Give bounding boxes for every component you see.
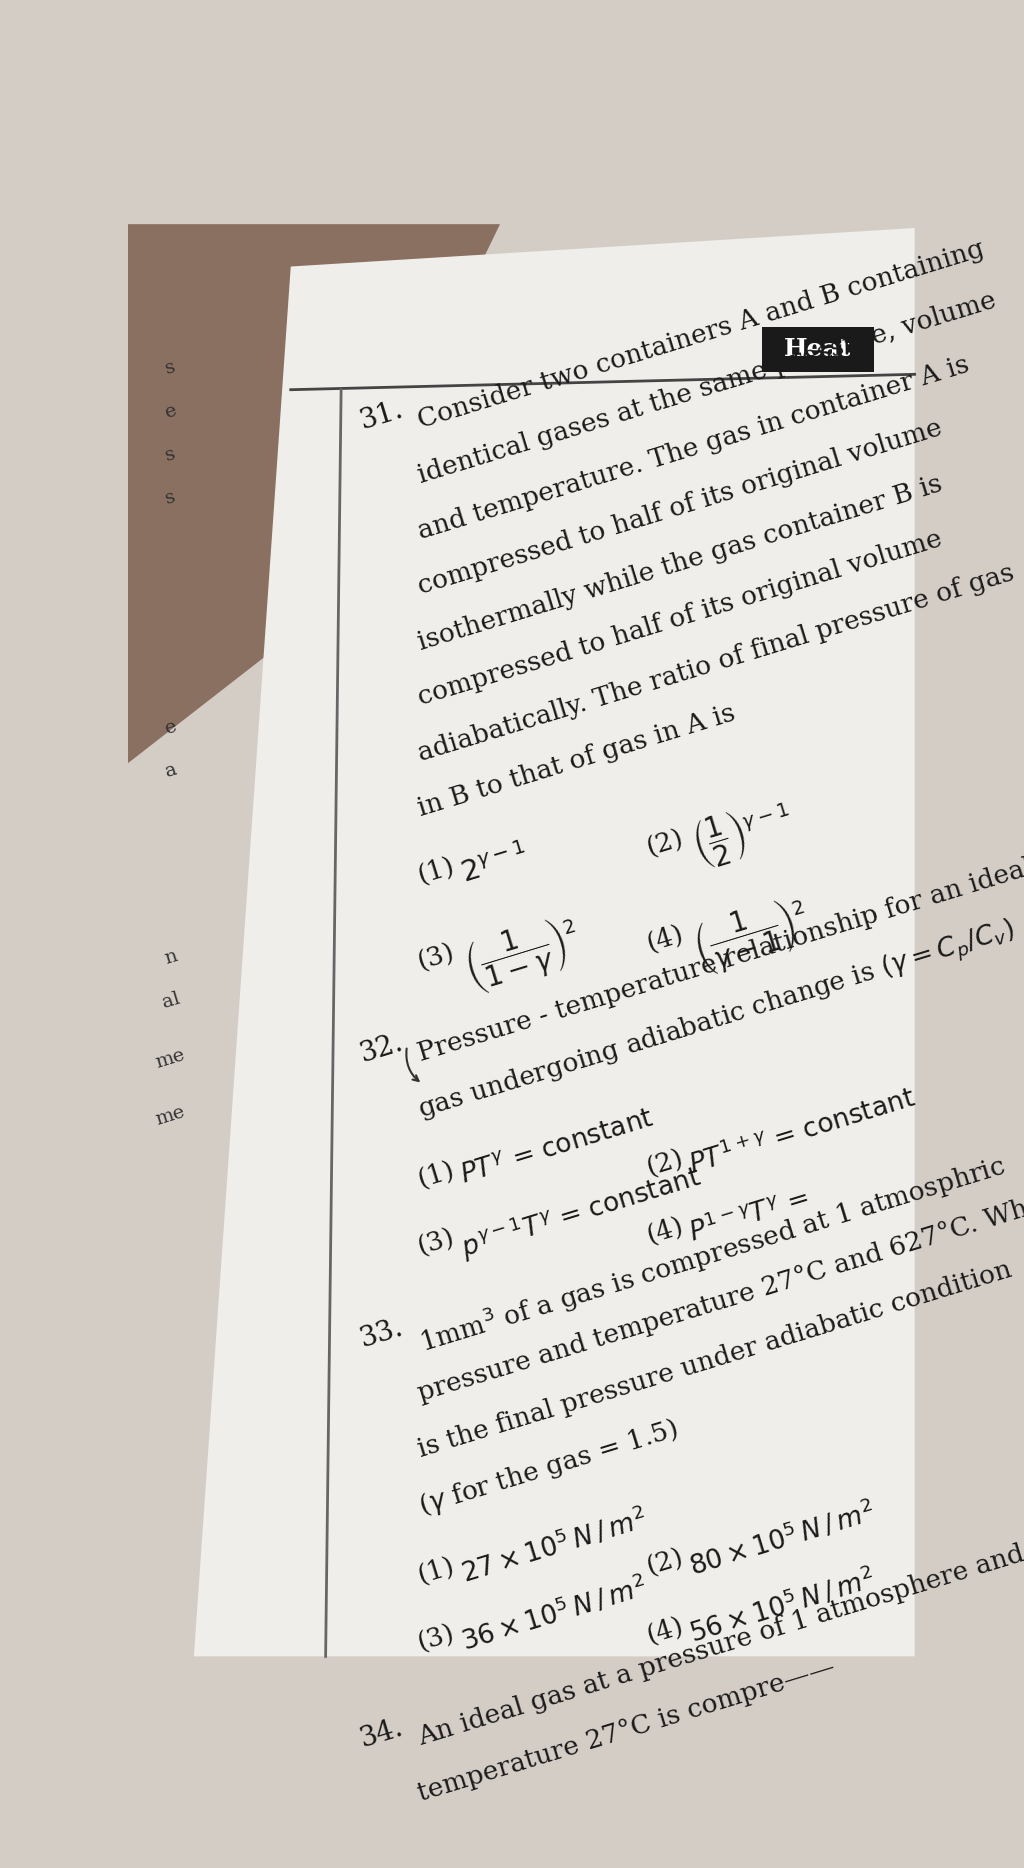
Text: and temperature. The gas in container A is: and temperature. The gas in container A …	[415, 351, 973, 544]
Text: compressed to half of its original volume: compressed to half of its original volum…	[415, 527, 945, 710]
Text: (1): (1)	[415, 1552, 458, 1588]
Text: $\left(\dfrac{1}{2}\right)^{\gamma-1}$: $\left(\dfrac{1}{2}\right)^{\gamma-1}$	[686, 792, 800, 874]
Text: a: a	[163, 760, 179, 781]
Text: s: s	[163, 445, 178, 465]
Text: s: s	[163, 359, 178, 377]
Text: ($\gamma$ for the gas = 1.5): ($\gamma$ for the gas = 1.5)	[415, 1414, 681, 1522]
Text: (2): (2)	[643, 1545, 687, 1580]
Text: (4): (4)	[643, 1614, 686, 1648]
Text: in B to that of gas in A is: in B to that of gas in A is	[415, 700, 738, 820]
Text: 33.: 33.	[356, 1313, 407, 1352]
Text: (1): (1)	[415, 1156, 458, 1192]
Text: $\left(\dfrac{1}{\gamma-1}\right)^{2}$: $\left(\dfrac{1}{\gamma-1}\right)^{2}$	[686, 889, 816, 983]
Text: $27 \times 10^5 \, N \, / \, m^2$: $27 \times 10^5 \, N \, / \, m^2$	[458, 1504, 650, 1590]
Text: compressed to half of its original volume: compressed to half of its original volum…	[415, 415, 945, 600]
Text: $2^{\gamma-1}$: $2^{\gamma-1}$	[458, 841, 532, 889]
Text: An ideal gas at a pressure of 1 atmosphere and: An ideal gas at a pressure of 1 atmosphe…	[415, 1541, 1024, 1750]
Text: $PT^{\gamma}$ = constant: $PT^{\gamma}$ = constant	[458, 1106, 656, 1190]
Text: (4): (4)	[643, 1214, 686, 1248]
Text: s: s	[163, 488, 178, 508]
Text: pressure and temperature 27°C and 627°C. What: pressure and temperature 27°C and 627°C.…	[415, 1188, 1024, 1407]
Text: 34.: 34.	[356, 1713, 407, 1752]
FancyBboxPatch shape	[762, 327, 873, 372]
Text: $56 \times 10^5 \, N \, / \, m^2$: $56 \times 10^5 \, N \, / \, m^2$	[686, 1564, 880, 1649]
Text: adiabatically. The ratio of final pressure of gas: adiabatically. The ratio of final pressu…	[415, 560, 1017, 766]
Text: isothermally while the gas container B is: isothermally while the gas container B i…	[415, 471, 945, 654]
Polygon shape	[128, 224, 500, 764]
Text: e: e	[163, 717, 179, 738]
Text: al: al	[160, 990, 182, 1012]
Text: $p^{\gamma-1}T^{\gamma}$ = constant: $p^{\gamma-1}T^{\gamma}$ = constant	[458, 1160, 706, 1265]
Text: (2): (2)	[643, 1145, 687, 1181]
Text: $PT^{1+\gamma}$ = constant: $PT^{1+\gamma}$ = constant	[686, 1083, 919, 1181]
Text: (4): (4)	[643, 921, 686, 956]
Text: gas undergoing adiabatic change is $(\gamma = C_p / C_v)$: gas undergoing adiabatic change is $(\ga…	[415, 915, 1020, 1128]
Text: 32.: 32.	[356, 1029, 407, 1068]
Text: (2): (2)	[643, 826, 687, 861]
Text: $\left(\dfrac{1}{1-\gamma}\right)^{2}$: $\left(\dfrac{1}{1-\gamma}\right)^{2}$	[458, 910, 588, 1001]
Text: me: me	[154, 1102, 187, 1128]
Text: e: e	[163, 402, 179, 422]
Text: Pressure - temperature relationship for an ideal: Pressure - temperature relationship for …	[415, 854, 1024, 1067]
Text: $80 \times 10^5 \, N \, / \, m^2$: $80 \times 10^5 \, N \, / \, m^2$	[686, 1496, 880, 1582]
Text: me: me	[154, 1046, 187, 1072]
Text: (3): (3)	[415, 1621, 458, 1655]
Polygon shape	[194, 228, 914, 1657]
Text: $P^{1-\gamma}T^{\gamma}$ =: $P^{1-\gamma}T^{\gamma}$ =	[686, 1184, 812, 1248]
Text: is the final pressure under adiabatic condition: is the final pressure under adiabatic co…	[415, 1257, 1015, 1461]
Text: 1mm$^3$ of a gas is compressed at 1 atmosphric: 1mm$^3$ of a gas is compressed at 1 atmo…	[415, 1149, 1009, 1358]
Text: Consider two containers A and B containing: Consider two containers A and B containi…	[415, 235, 987, 433]
Text: Heat: Heat	[784, 338, 851, 361]
Text: (3): (3)	[415, 1225, 458, 1259]
Text: (3): (3)	[415, 940, 458, 975]
Text: identical gases at the same pressure, volume: identical gases at the same pressure, vo…	[415, 288, 999, 488]
Text: n: n	[162, 947, 179, 968]
Text: (1): (1)	[415, 854, 458, 887]
Text: 31.: 31.	[356, 396, 407, 435]
Text: temperature 27°C is compre——: temperature 27°C is compre——	[415, 1655, 839, 1806]
Text: $36 \times 10^5 \, N \, / \, m^2$: $36 \times 10^5 \, N \, / \, m^2$	[458, 1571, 650, 1657]
